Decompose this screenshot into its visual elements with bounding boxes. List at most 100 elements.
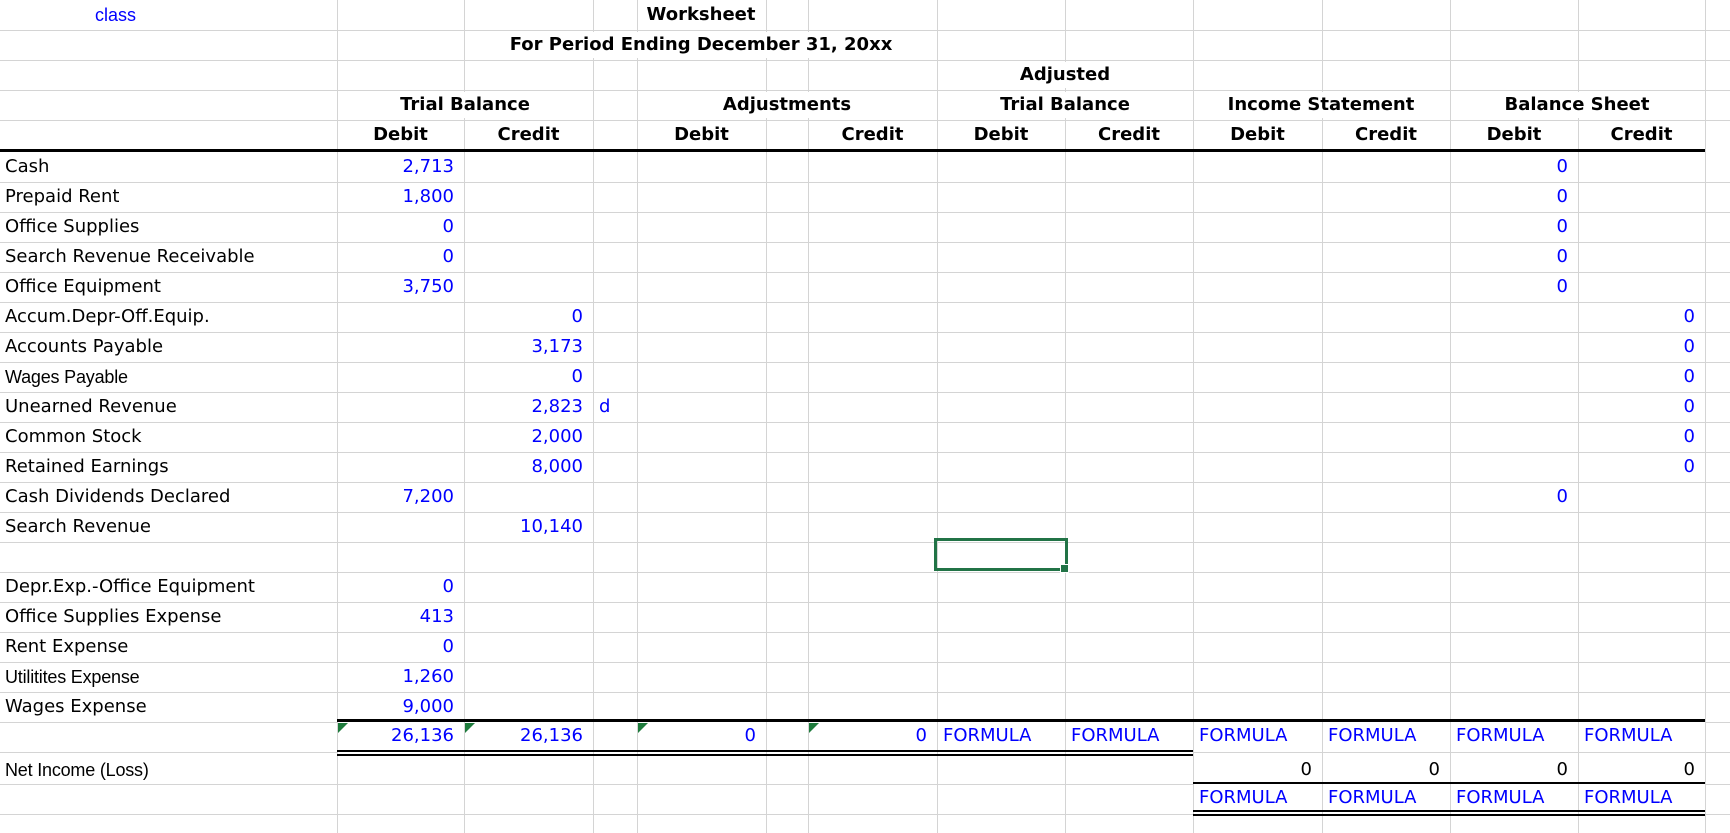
gridline (0, 752, 337, 753)
cell-search-revenue-receivable-tb-debit[interactable]: 0 (442, 246, 454, 267)
section-title-adjusted-trial-balance[interactable]: Trial Balance (995, 92, 1135, 118)
cell-common-stock-label[interactable]: Common Stock (5, 426, 142, 447)
cell-search-revenue-receivable-label[interactable]: Search Revenue Receivable (5, 246, 255, 267)
adjusted-label[interactable]: Adjusted (1014, 62, 1116, 88)
column-header-atb-credit[interactable]: Credit (1098, 124, 1160, 145)
cell-wages-payable-tb-credit[interactable]: 0 (571, 366, 583, 387)
gridline (0, 362, 1730, 363)
cell-common-stock-bs-credit[interactable]: 0 (1683, 426, 1695, 447)
column-header-is-debit[interactable]: Debit (1230, 124, 1285, 145)
cell-prepaid-rent-label[interactable]: Prepaid Rent (5, 186, 120, 207)
cell-office-supplies-tb-debit[interactable]: 0 (442, 216, 454, 237)
gridline (0, 572, 1730, 573)
cell-wages-expense-label[interactable]: Wages Expense (5, 696, 147, 717)
cell-retained-earnings-label[interactable]: Retained Earnings (5, 456, 169, 477)
column-header-bs-credit[interactable]: Credit (1610, 124, 1673, 145)
cell-office-equipment-bs-debit[interactable]: 0 (1556, 276, 1568, 297)
cell-accounts-payable-bs-credit[interactable]: 0 (1683, 336, 1695, 357)
cell-wages-expense-tb-debit[interactable]: 9,000 (402, 696, 454, 717)
cell-net-income-loss-label[interactable]: Net Income (Loss) (5, 760, 149, 780)
cell-rent-expense-label[interactable]: Rent Expense (5, 636, 129, 657)
cell-office-supplies-label[interactable]: Office Supplies (5, 216, 140, 237)
cell-wages-payable-bs-credit[interactable]: 0 (1683, 366, 1695, 387)
gridline (464, 0, 465, 833)
cell-formula-is-debit[interactable]: FORMULA (1199, 787, 1288, 808)
cell-utilitites-expense-label[interactable]: Utilitites Expense (5, 667, 140, 687)
cell-totals-atb-credit[interactable]: FORMULA (1071, 725, 1160, 746)
cell-search-revenue-label[interactable]: Search Revenue (5, 516, 151, 537)
cell-totals-adj-debit[interactable]: 0 (744, 725, 756, 746)
section-title-income-statement[interactable]: Income Statement (1222, 92, 1420, 118)
cell-unearned-revenue-label[interactable]: Unearned Revenue (5, 396, 177, 417)
section-title-adjustments[interactable]: Adjustments (717, 92, 857, 118)
cell-retained-earnings-tb-credit[interactable]: 8,000 (531, 456, 583, 477)
section-title-trial-balance[interactable]: Trial Balance (395, 92, 535, 118)
fill-handle[interactable] (1060, 564, 1069, 573)
cell-class-note[interactable]: class (95, 5, 137, 25)
cell-depr-exp-office-equipment-label[interactable]: Depr.Exp.-Office Equipment (5, 576, 255, 597)
cell-cash-dividends-declared-label[interactable]: Cash Dividends Declared (5, 486, 231, 507)
flag-triangle-icon (465, 723, 475, 733)
cell-cash-dividends-declared-tb-debit[interactable]: 7,200 (402, 486, 454, 507)
gridline (1065, 0, 1066, 833)
cell-totals-is-debit[interactable]: FORMULA (1199, 725, 1288, 746)
cell-cash-tb-debit[interactable]: 2,713 (402, 156, 454, 177)
cell-cash-bs-debit[interactable]: 0 (1556, 156, 1568, 177)
cell-net-income-bs-credit[interactable]: 0 (1683, 759, 1695, 780)
gridline (0, 422, 1730, 423)
cell-office-supplies-expense-label[interactable]: Office Supplies Expense (5, 606, 222, 627)
column-header-adj-credit[interactable]: Credit (841, 124, 904, 145)
cell-unearned-revenue-tb-credit[interactable]: 2,823 (531, 396, 583, 417)
cell-wages-payable-label[interactable]: Wages Payable (5, 367, 128, 387)
gridline (1193, 752, 1730, 753)
cell-prepaid-rent-bs-debit[interactable]: 0 (1556, 186, 1568, 207)
cell-office-supplies-bs-debit[interactable]: 0 (1556, 216, 1568, 237)
cell-office-equipment-label[interactable]: Office Equipment (5, 276, 161, 297)
border-line (337, 750, 1193, 752)
gridline (0, 90, 1730, 91)
column-header-tb-credit[interactable]: Credit (497, 124, 560, 145)
cell-cash-dividends-declared-bs-debit[interactable]: 0 (1556, 486, 1568, 507)
cell-totals-bs-debit[interactable]: FORMULA (1456, 725, 1545, 746)
cell-unearned-revenue-note1[interactable]: d (599, 396, 611, 417)
cell-accum-depr-off-equip-tb-credit[interactable]: 0 (571, 306, 583, 327)
worksheet-title[interactable]: Worksheet (641, 2, 761, 28)
cell-prepaid-rent-tb-debit[interactable]: 1,800 (402, 186, 454, 207)
cell-accum-depr-off-equip-label[interactable]: Accum.Depr-Off.Equip. (5, 306, 210, 327)
cell-rent-expense-tb-debit[interactable]: 0 (442, 636, 454, 657)
cell-totals-atb-debit[interactable]: FORMULA (943, 725, 1032, 746)
period-subtitle[interactable]: For Period Ending December 31, 20xx (504, 32, 898, 58)
column-header-bs-debit[interactable]: Debit (1486, 124, 1542, 145)
cell-totals-is-credit[interactable]: FORMULA (1328, 725, 1417, 746)
cell-accounts-payable-label[interactable]: Accounts Payable (5, 336, 164, 357)
cell-cash-label[interactable]: Cash (5, 156, 50, 177)
cell-net-income-is-debit[interactable]: 0 (1300, 759, 1312, 780)
cell-search-revenue-tb-credit[interactable]: 10,140 (520, 516, 583, 537)
cell-accounts-payable-tb-credit[interactable]: 3,173 (531, 336, 583, 357)
cell-formula-bs-credit[interactable]: FORMULA (1584, 787, 1673, 808)
cell-totals-bs-credit[interactable]: FORMULA (1584, 725, 1673, 746)
cell-formula-bs-debit[interactable]: FORMULA (1456, 787, 1545, 808)
cell-accum-depr-off-equip-bs-credit[interactable]: 0 (1683, 306, 1695, 327)
section-title-balance-sheet[interactable]: Balance Sheet (1499, 92, 1655, 118)
cell-depr-exp-office-equipment-tb-debit[interactable]: 0 (442, 576, 454, 597)
cell-totals-tb-credit[interactable]: 26,136 (520, 725, 583, 746)
cell-utilitites-expense-tb-debit[interactable]: 1,260 (402, 666, 454, 687)
column-header-adj-debit[interactable]: Debit (674, 124, 729, 145)
column-header-is-credit[interactable]: Credit (1355, 124, 1417, 145)
column-header-atb-debit[interactable]: Debit (973, 124, 1029, 145)
cell-office-supplies-expense-tb-debit[interactable]: 413 (419, 606, 454, 627)
cell-net-income-bs-debit[interactable]: 0 (1556, 759, 1568, 780)
cell-formula-is-credit[interactable]: FORMULA (1328, 787, 1417, 808)
cell-net-income-is-credit[interactable]: 0 (1428, 759, 1440, 780)
cell-unearned-revenue-bs-credit[interactable]: 0 (1683, 396, 1695, 417)
cell-retained-earnings-bs-credit[interactable]: 0 (1683, 456, 1695, 477)
cell-totals-tb-debit[interactable]: 26,136 (391, 725, 454, 746)
gridline (0, 662, 1730, 663)
cell-search-revenue-receivable-bs-debit[interactable]: 0 (1556, 246, 1568, 267)
cell-common-stock-tb-credit[interactable]: 2,000 (531, 426, 583, 447)
cell-office-equipment-tb-debit[interactable]: 3,750 (402, 276, 454, 297)
column-header-tb-debit[interactable]: Debit (373, 124, 428, 145)
cell-totals-adj-credit[interactable]: 0 (915, 725, 927, 746)
